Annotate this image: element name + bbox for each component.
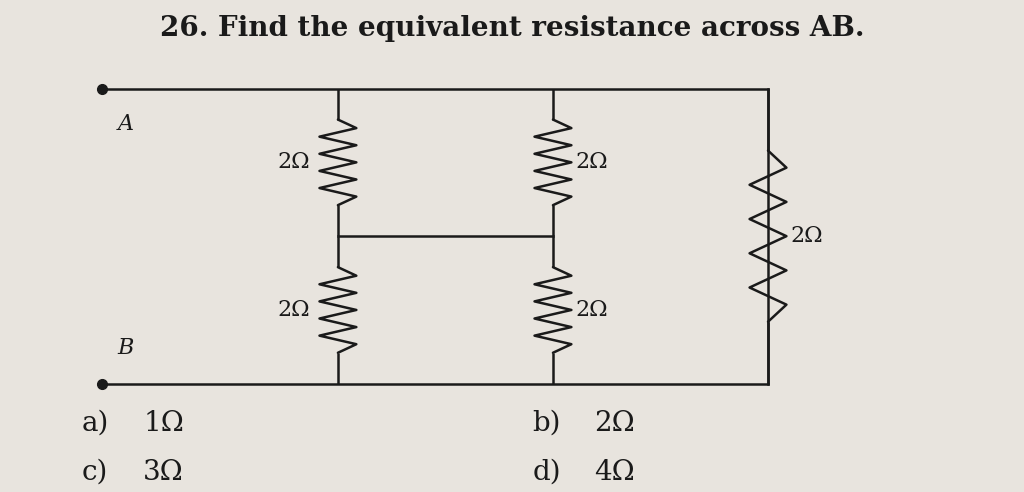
Text: 3Ω: 3Ω bbox=[143, 459, 184, 486]
Text: 2Ω: 2Ω bbox=[278, 152, 310, 173]
Text: 2Ω: 2Ω bbox=[278, 299, 310, 321]
Text: 2Ω: 2Ω bbox=[575, 299, 608, 321]
Text: 26. Find the equivalent resistance across AB.: 26. Find the equivalent resistance acros… bbox=[160, 15, 864, 42]
Text: A: A bbox=[118, 113, 134, 135]
Text: d): d) bbox=[532, 459, 561, 486]
Text: 2Ω: 2Ω bbox=[575, 152, 608, 173]
Text: 4Ω: 4Ω bbox=[594, 459, 635, 486]
Text: b): b) bbox=[532, 410, 561, 436]
Text: B: B bbox=[118, 337, 134, 359]
Text: c): c) bbox=[82, 459, 109, 486]
Text: 1Ω: 1Ω bbox=[143, 410, 184, 436]
Text: 2Ω: 2Ω bbox=[594, 410, 635, 436]
Text: 2Ω: 2Ω bbox=[791, 225, 823, 247]
Text: a): a) bbox=[82, 410, 110, 436]
